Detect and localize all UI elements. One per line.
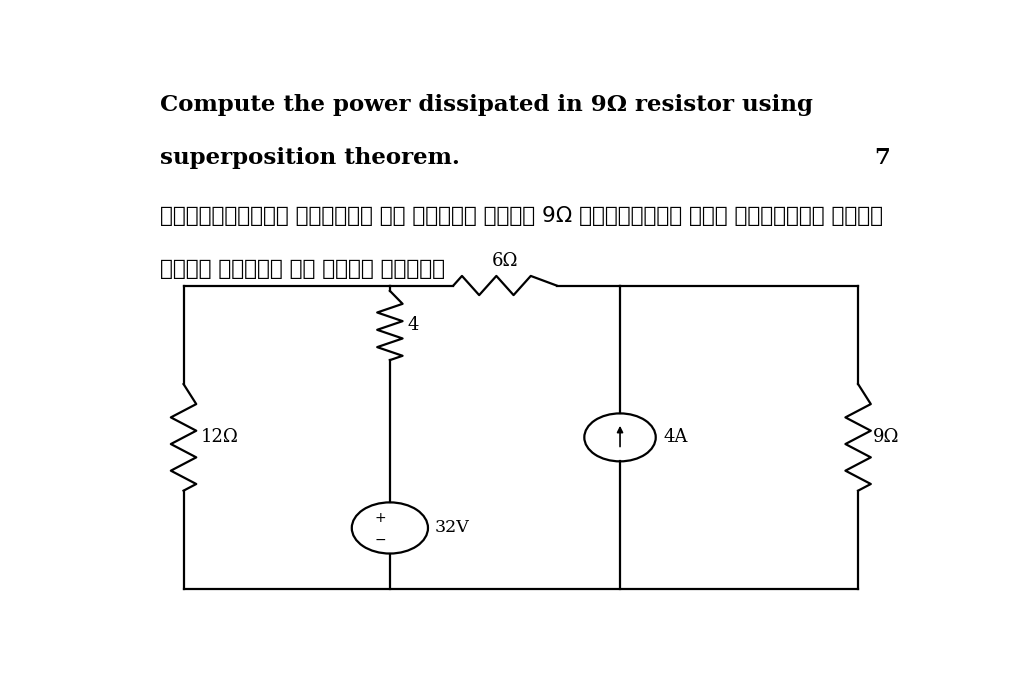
Text: superposition theorem.: superposition theorem. <box>160 147 460 169</box>
Text: 6Ω: 6Ω <box>492 251 518 269</box>
Text: 32V: 32V <box>434 520 469 536</box>
Text: 9Ω: 9Ω <box>872 428 899 446</box>
Text: 7: 7 <box>873 147 890 169</box>
Text: 4: 4 <box>408 316 419 334</box>
Text: +: + <box>375 511 386 525</box>
Text: 4A: 4A <box>664 428 688 446</box>
Text: Compute the power dissipated in 9Ω resistor using: Compute the power dissipated in 9Ω resis… <box>160 93 813 116</box>
Text: −: − <box>375 532 386 547</box>
Text: 12Ω: 12Ω <box>201 428 239 446</box>
Text: सुपरपोजिशन प्रमेय का उपयोग करके 9Ω प्रतिरोध में विलुप्त होने: सुपरपोजिशन प्रमेय का उपयोग करके 9Ω प्रति… <box>160 206 883 226</box>
Text: वाली शक्ति की गणना करें।: वाली शक्ति की गणना करें। <box>160 259 444 279</box>
